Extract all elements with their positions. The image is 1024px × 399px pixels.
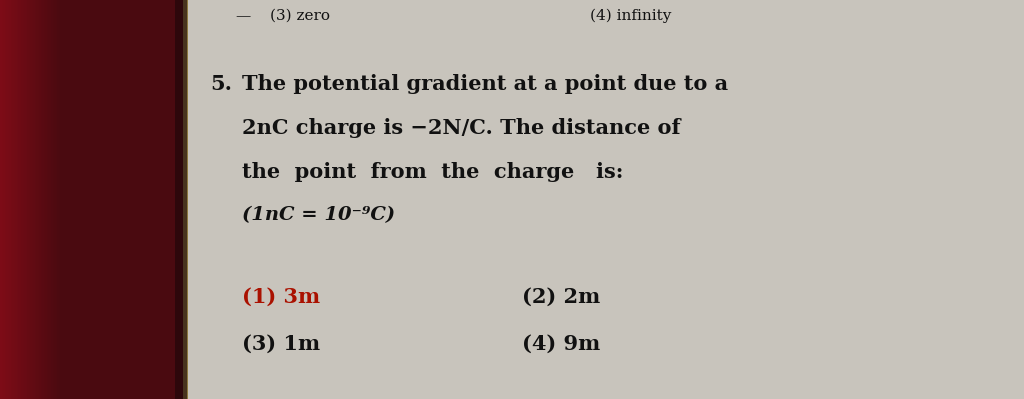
Bar [175, 0, 187, 399]
Text: (4) infinity: (4) infinity [590, 9, 672, 24]
Bar [6, 0, 7, 399]
Bar [45, 0, 46, 399]
Bar [49, 0, 51, 399]
Bar [7, 0, 9, 399]
Bar [43, 0, 45, 399]
Bar [19, 0, 22, 399]
Bar [30, 0, 32, 399]
Bar [41, 0, 42, 399]
Bar [55, 0, 57, 399]
Bar [58, 0, 60, 399]
Text: the  point  from  the  charge   is:: the point from the charge is: [242, 162, 624, 182]
Bar [24, 0, 26, 399]
Bar [13, 0, 15, 399]
Bar [33, 0, 35, 399]
Text: (3) 1m: (3) 1m [242, 334, 321, 354]
Bar [54, 0, 55, 399]
Bar [57, 0, 58, 399]
Bar [9, 0, 10, 399]
Text: (1nC = 10⁻⁹C): (1nC = 10⁻⁹C) [242, 206, 395, 224]
Bar [12, 0, 13, 399]
Bar [42, 0, 43, 399]
Bar [16, 0, 18, 399]
Bar [18, 0, 19, 399]
Bar [36, 0, 38, 399]
Text: (4) 9m: (4) 9m [522, 334, 600, 354]
Text: —: — [234, 9, 250, 23]
Text: (3) zero: (3) zero [270, 9, 330, 23]
Bar [51, 0, 52, 399]
Bar [15, 0, 16, 399]
Text: (1) 3m: (1) 3m [242, 287, 321, 307]
Bar [23, 0, 24, 399]
Bar [32, 0, 33, 399]
Bar [38, 0, 39, 399]
Bar [46, 0, 48, 399]
Bar [29, 0, 30, 399]
Bar [183, 0, 188, 399]
Bar [0, 0, 1, 399]
Bar [22, 0, 23, 399]
Bar [39, 0, 41, 399]
Text: The potential gradient at a point due to a: The potential gradient at a point due to… [242, 74, 728, 94]
Bar [26, 0, 27, 399]
Text: (2) 2m: (2) 2m [522, 287, 600, 307]
Bar [0, 0, 185, 399]
Bar [3, 0, 4, 399]
Bar [48, 0, 49, 399]
Bar [10, 0, 12, 399]
Bar [4, 0, 6, 399]
Bar [1, 0, 3, 399]
Text: 2nC charge is −2N/C. The distance of: 2nC charge is −2N/C. The distance of [242, 118, 681, 138]
Bar [35, 0, 36, 399]
Bar [52, 0, 54, 399]
Text: 5.: 5. [210, 74, 232, 94]
Bar [27, 0, 29, 399]
